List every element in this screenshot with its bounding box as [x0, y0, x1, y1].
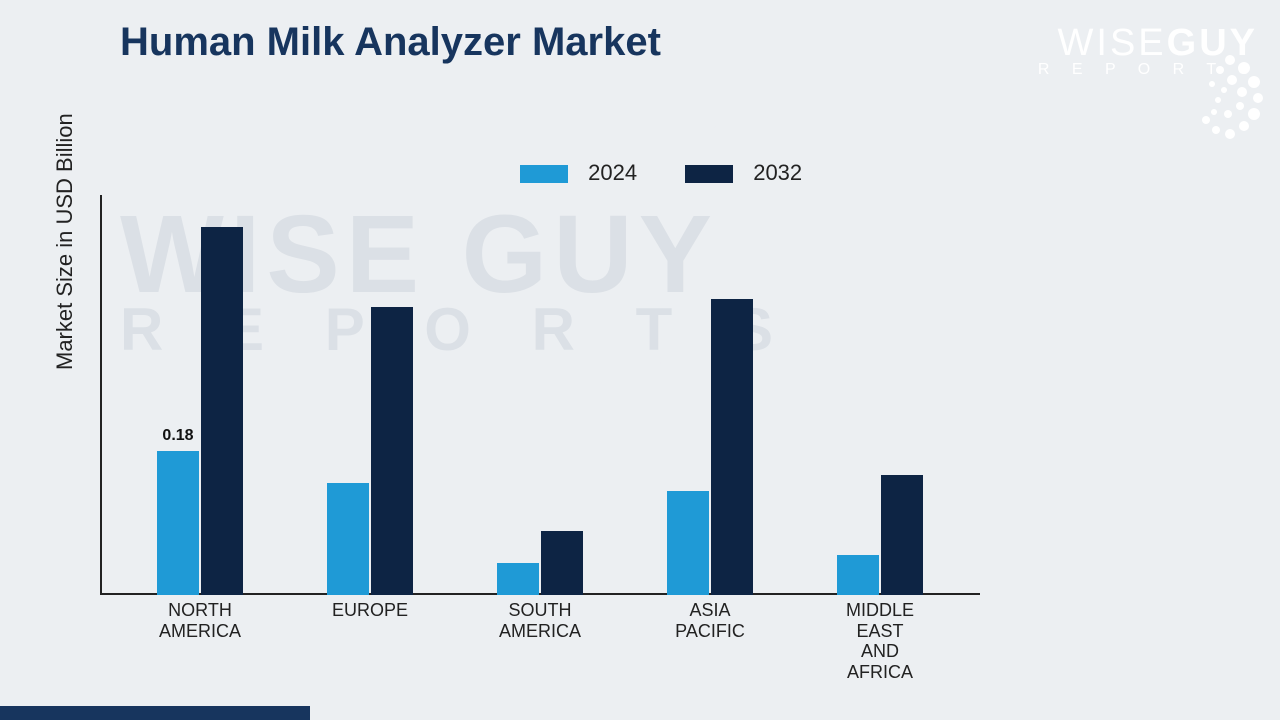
- bar-2024: [667, 491, 709, 595]
- chart-area: NORTHAMERICAEUROPESOUTHAMERICAASIAPACIFI…: [100, 195, 980, 595]
- category-label: ASIAPACIFIC: [630, 600, 790, 641]
- category-label: EUROPE: [290, 600, 450, 621]
- bar-2032: [711, 299, 753, 595]
- bar-2032: [541, 531, 583, 595]
- stage: WISEGUY R E P O R T S Human Milk Analyze…: [0, 0, 1280, 720]
- legend-item-2032: 2032: [685, 160, 802, 186]
- y-axis-label: Market Size in USD Billion: [52, 113, 78, 370]
- bar-2024: [327, 483, 369, 595]
- bar-2032: [881, 475, 923, 595]
- category-label: MIDDLEEASTANDAFRICA: [800, 600, 960, 683]
- bar-group: [630, 299, 790, 595]
- legend-item-2024: 2024: [520, 160, 637, 186]
- bar-group: [120, 227, 280, 595]
- legend-label-2032: 2032: [753, 160, 802, 185]
- legend-swatch-2024: [520, 165, 568, 183]
- brand-head-icon: [1160, 40, 1270, 150]
- category-label: NORTHAMERICA: [120, 600, 280, 641]
- bar-group: [800, 475, 960, 595]
- brand-word-wise: WISE: [1058, 22, 1167, 64]
- bar-2024: [837, 555, 879, 595]
- legend-label-2024: 2024: [588, 160, 637, 185]
- footer-accent-bar: [0, 706, 310, 720]
- category-label: SOUTHAMERICA: [460, 600, 620, 641]
- chart-title: Human Milk Analyzer Market: [120, 20, 661, 65]
- bar-2024: [497, 563, 539, 595]
- legend: 2024 2032: [520, 160, 802, 186]
- bar-2024: [157, 451, 199, 595]
- bar-2032: [201, 227, 243, 595]
- value-label: 0.18: [156, 427, 200, 445]
- bar-group: [460, 531, 620, 595]
- legend-swatch-2032: [685, 165, 733, 183]
- bar-2032: [371, 307, 413, 595]
- bar-group: [290, 307, 450, 595]
- y-axis: [100, 195, 102, 595]
- brand-logo: WISEGUY R E P O R T S: [1038, 22, 1258, 79]
